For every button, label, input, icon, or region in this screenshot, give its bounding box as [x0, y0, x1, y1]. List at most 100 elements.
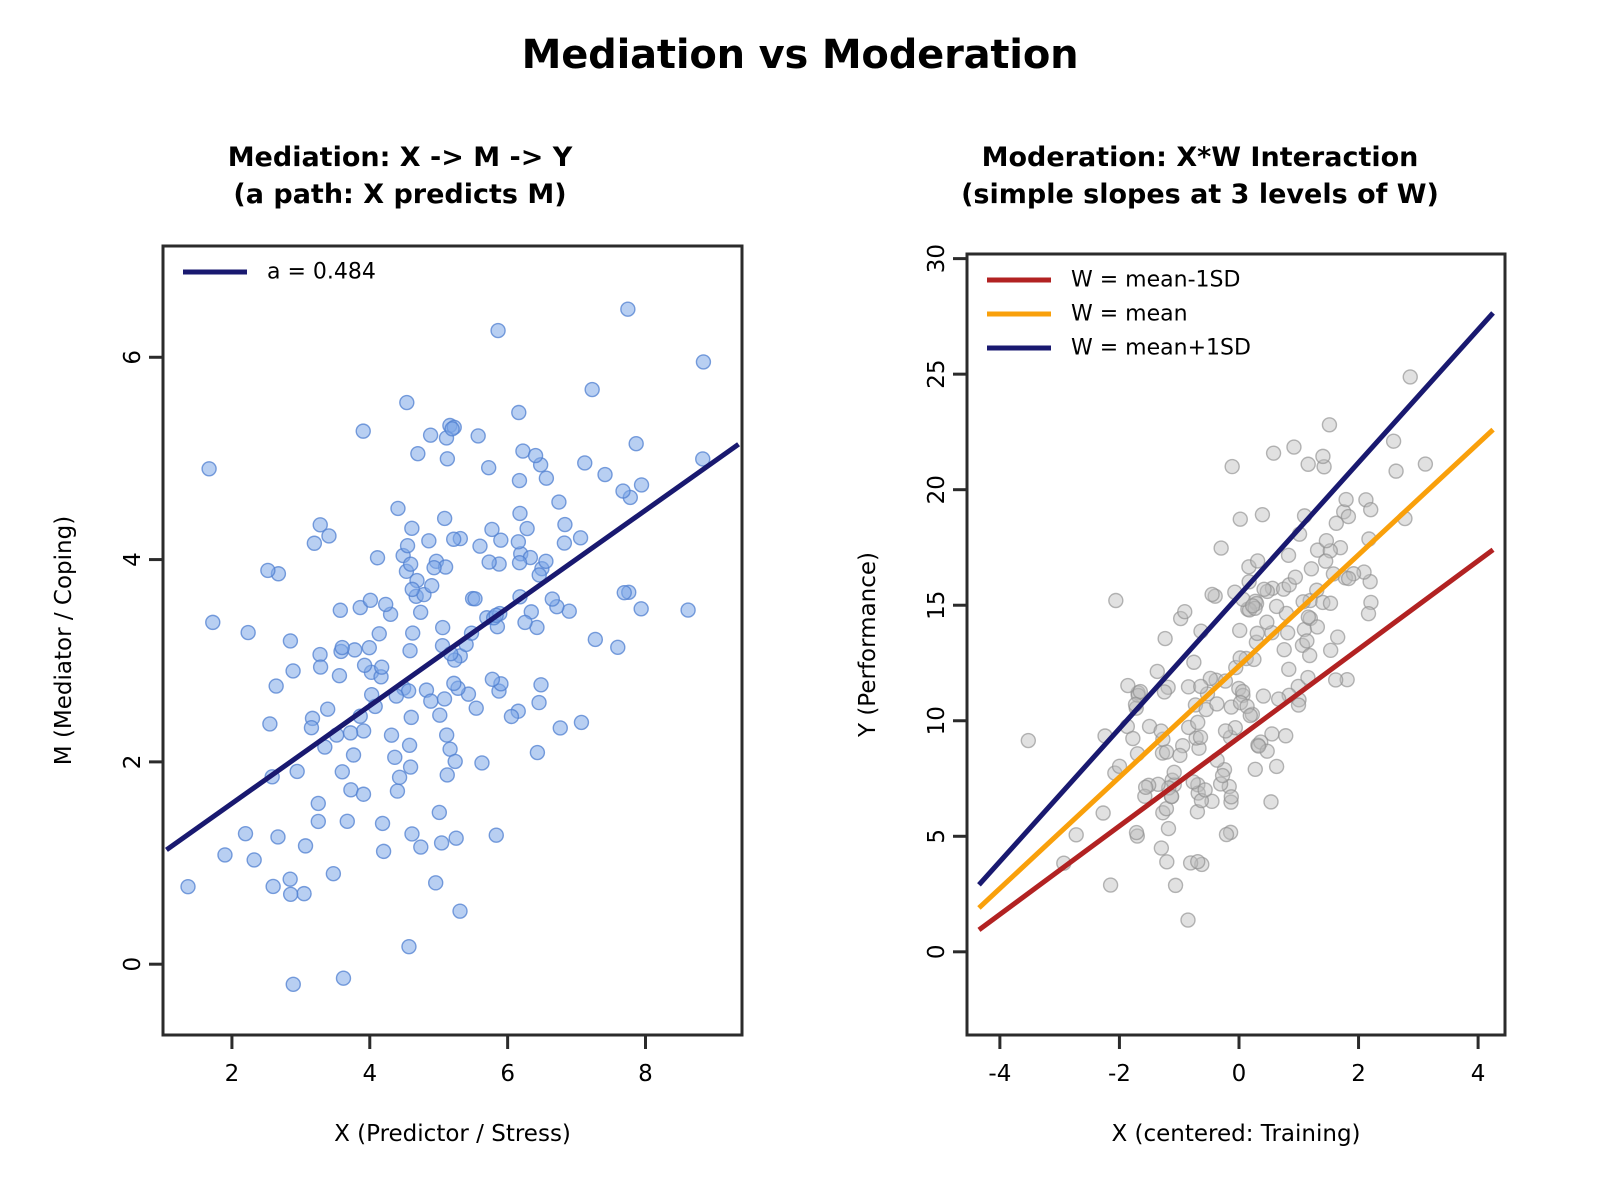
scatter-point	[1340, 508, 1357, 525]
scatter-point	[428, 875, 444, 891]
scatter-point	[1192, 729, 1209, 745]
scatter-point	[1242, 707, 1258, 724]
scatter-point	[377, 596, 394, 613]
scatter-point	[405, 625, 421, 641]
scatter-point	[180, 878, 196, 895]
scatter-point	[260, 562, 276, 579]
scatter-point	[1281, 577, 1297, 593]
scatter-point	[1290, 697, 1307, 713]
scatter-point	[1157, 630, 1173, 647]
scatter-point	[432, 707, 448, 723]
scatter-point	[444, 421, 460, 437]
panel-moderation-title: Moderation: X*W Interaction (simple slop…	[961, 142, 1439, 210]
x-axis-title: X (centered: Training)	[1111, 1121, 1360, 1147]
scatter-point	[1095, 805, 1111, 821]
scatter-point	[573, 714, 590, 731]
scatter-point	[1239, 698, 1255, 715]
scatter-point	[1385, 433, 1402, 449]
scatter-point	[423, 693, 439, 709]
scatter-point	[342, 725, 359, 741]
regression-line-0	[165, 442, 740, 852]
scatter-point	[297, 838, 314, 854]
scatter-point	[217, 847, 233, 863]
scatter-point	[399, 538, 416, 554]
scatter-point	[1120, 677, 1136, 694]
scatter-point	[680, 602, 696, 618]
legend: a = 0.484	[183, 260, 376, 285]
scatter-point	[1156, 684, 1173, 700]
scatter-point	[436, 510, 453, 527]
scatter-point	[335, 970, 352, 986]
scatter-point	[1318, 533, 1335, 549]
scatter-point	[355, 723, 372, 739]
scatter-point	[481, 554, 497, 570]
scatter-point	[1287, 569, 1304, 585]
scatter-point	[1300, 609, 1317, 625]
y-tick-label: 2	[120, 755, 146, 770]
scatter-point	[1068, 827, 1084, 843]
scatter-point	[1317, 553, 1334, 569]
scatter-point	[556, 535, 573, 551]
scatter-point	[490, 322, 506, 339]
scatter-point	[1315, 594, 1331, 611]
legend-label: W = mean	[1071, 302, 1188, 327]
scatter-point	[1204, 586, 1220, 603]
scatter-point	[296, 885, 312, 902]
scatter-point	[1247, 600, 1263, 616]
scatter-point	[1259, 614, 1275, 630]
scatter-point	[1322, 642, 1339, 659]
scatter-point	[533, 677, 549, 693]
scatter-point	[480, 460, 497, 476]
x-tick-label: 2	[225, 1061, 240, 1087]
scatter-point	[1185, 774, 1201, 790]
scatter-point	[1309, 542, 1326, 558]
scatter-point	[339, 813, 355, 830]
scatter-point	[587, 631, 604, 648]
scatter-point	[1363, 594, 1379, 611]
y-tick-label: 10	[924, 706, 950, 735]
scatter-point	[201, 461, 217, 477]
scatter-point	[1265, 445, 1282, 461]
scatter-point	[695, 451, 711, 467]
scatter-point	[390, 500, 406, 517]
scatter-point	[1222, 824, 1239, 841]
scatter-point	[424, 577, 440, 594]
scatter-point	[1223, 794, 1239, 810]
scatter-point	[399, 394, 415, 411]
scatter-point	[402, 759, 419, 775]
scatter-point	[310, 795, 326, 812]
scatter-point	[410, 445, 426, 462]
scatter-point	[1279, 625, 1296, 641]
scatter-point	[1255, 688, 1272, 704]
scatter-point	[597, 466, 613, 483]
scatter-point	[510, 534, 527, 550]
scatter-point	[1232, 511, 1248, 527]
scatter-point	[1303, 561, 1320, 577]
x-tick-label: -4	[988, 1061, 1011, 1087]
scatter-point	[620, 301, 636, 317]
x-tick-label: 4	[362, 1061, 377, 1087]
scatter-point	[1160, 820, 1177, 837]
scatter-point	[1137, 779, 1154, 795]
scatter-point	[1249, 553, 1266, 569]
legend-label: W = mean-1SD	[1071, 268, 1240, 293]
mediation-plot: 2 4 6 8 0 2 4 6 X (Predictor / Stress) M (Mediato…	[51, 244, 744, 1147]
scatter-point	[447, 753, 463, 770]
scatter-points	[1020, 369, 1434, 928]
scatter-point	[1315, 448, 1331, 465]
x-tick-label: 2	[1351, 1061, 1366, 1087]
scatter-point	[1254, 506, 1271, 523]
scatter-point	[1321, 417, 1338, 433]
scatter-point	[402, 556, 419, 572]
scatter-point	[527, 447, 544, 464]
scatter-point	[1223, 789, 1239, 805]
scatter-point	[334, 764, 350, 780]
scatter-point	[1158, 744, 1175, 760]
scatter-point	[1244, 598, 1261, 614]
scatter-point	[383, 727, 400, 743]
scatter-point	[413, 839, 429, 855]
scatter-point	[1241, 559, 1257, 575]
scatter-point	[1259, 743, 1275, 759]
scatter-point	[1363, 502, 1379, 518]
legend-label: W = mean+1SD	[1071, 336, 1251, 361]
